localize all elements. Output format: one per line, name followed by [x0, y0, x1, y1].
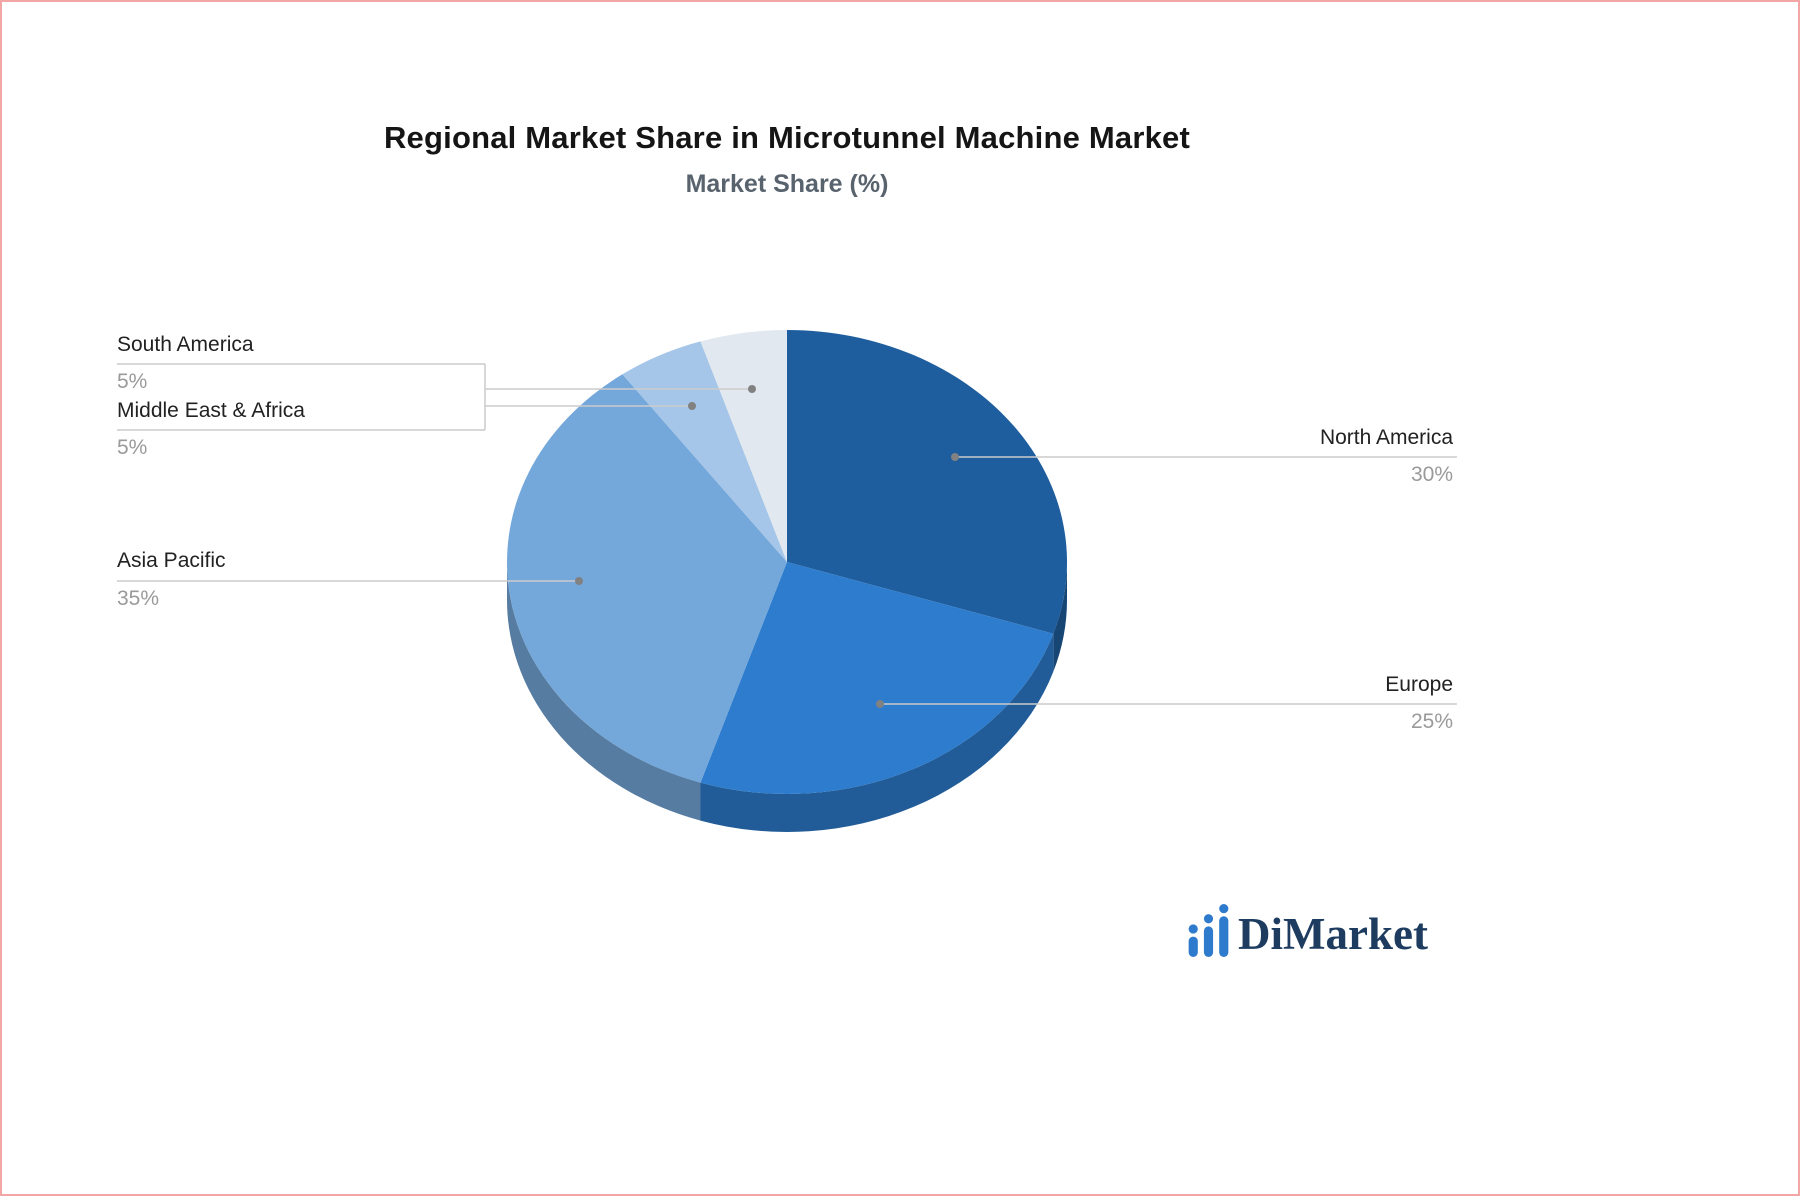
pie-slice-3 [622, 341, 787, 562]
chart-subtitle: Market Share (%) [685, 170, 889, 198]
dot-asia-pacific [575, 577, 583, 585]
callout-lines [117, 363, 1457, 705]
dimarket-logo-icon [1188, 904, 1229, 957]
pie-slice-0 [787, 330, 1068, 634]
callout-label-north-america: North America [1319, 426, 1453, 449]
callout-line-middle-east-africa [117, 405, 692, 431]
callout-value-asia-pacific: 35% [117, 587, 160, 610]
callout-line-south-america [117, 363, 752, 430]
callout-label-south-america: South America [117, 333, 254, 356]
dimarket-logo: DiMarket [1188, 904, 1428, 959]
pie-slice-side-2 [507, 562, 701, 821]
dot-north-america [951, 453, 959, 461]
pie-body [507, 330, 1068, 832]
dot-europe [876, 700, 884, 708]
callout-value-europe: 25% [1410, 710, 1453, 733]
callout-value-middle-east-africa: 5% [117, 436, 148, 459]
pie-slice-side-1 [700, 633, 1054, 832]
callout-dots [575, 385, 959, 708]
pie-slice-1 [700, 562, 1054, 794]
callout-label-middle-east-africa: Middle East & Africa [117, 399, 305, 422]
callout-label-europe: Europe [1385, 673, 1453, 696]
dot-middle-east-africa [688, 402, 696, 410]
pie-slice-4 [700, 330, 787, 562]
pie-slice-side-0 [1053, 562, 1067, 672]
chart-title: Regional Market Share in Microtunnel Mac… [383, 120, 1191, 155]
callout-label-asia-pacific: Asia Pacific [117, 549, 226, 572]
callout-value-south-america: 5% [117, 370, 148, 393]
dot-south-america [748, 385, 756, 393]
callout-value-north-america: 30% [1410, 463, 1453, 486]
dimarket-logo-text: DiMarket [1238, 908, 1428, 959]
pie-slice-2 [507, 374, 787, 783]
